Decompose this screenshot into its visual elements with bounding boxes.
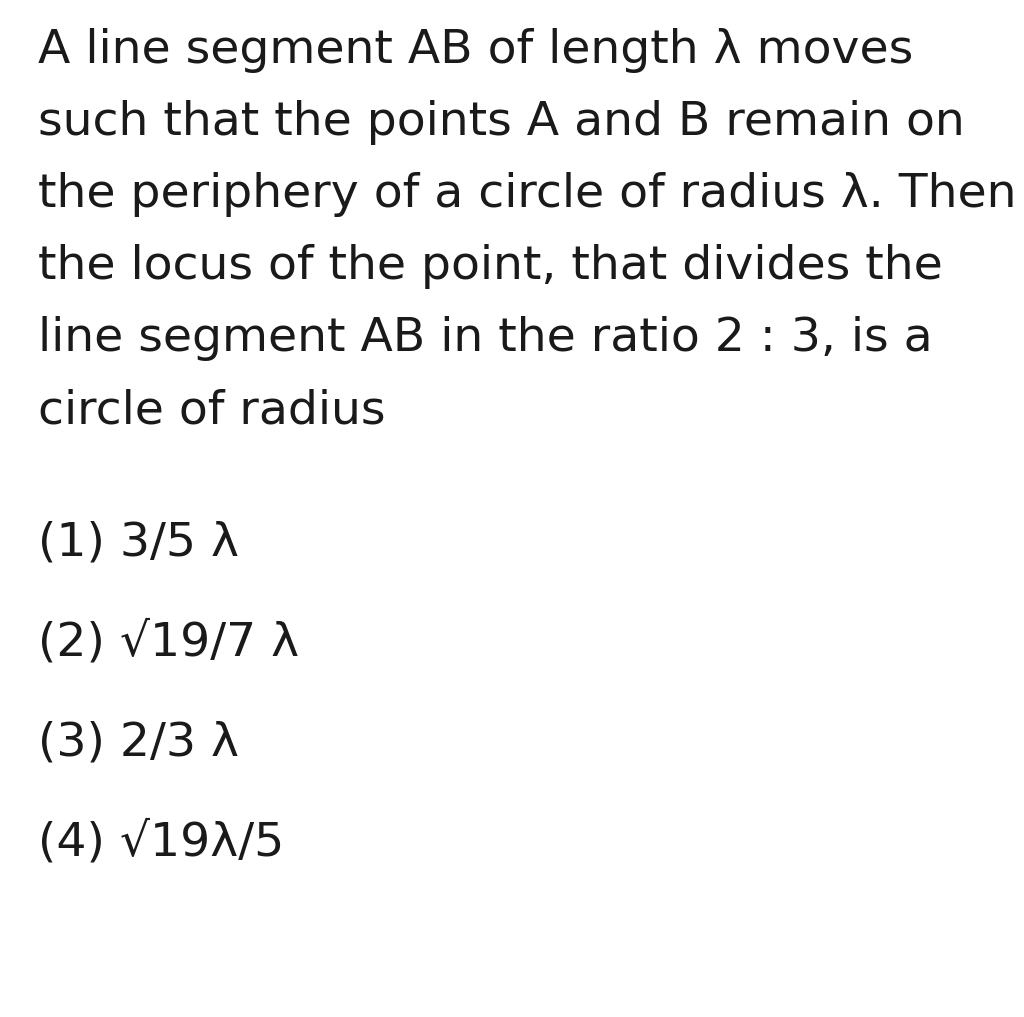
- Text: (1) 3/5 λ: (1) 3/5 λ: [38, 520, 239, 565]
- Text: such that the points A and B remain on: such that the points A and B remain on: [38, 100, 965, 145]
- Text: (3) 2/3 λ: (3) 2/3 λ: [38, 720, 239, 765]
- Text: A line segment AB of length λ moves: A line segment AB of length λ moves: [38, 28, 913, 73]
- Text: (2) √19/7 λ: (2) √19/7 λ: [38, 620, 299, 665]
- Text: circle of radius: circle of radius: [38, 388, 385, 433]
- Text: the periphery of a circle of radius λ. Then: the periphery of a circle of radius λ. T…: [38, 172, 1017, 217]
- Text: the locus of the point, that divides the: the locus of the point, that divides the: [38, 244, 943, 289]
- Text: (4) √19λ/5: (4) √19λ/5: [38, 820, 285, 865]
- Text: line segment AB in the ratio 2 : 3, is a: line segment AB in the ratio 2 : 3, is a: [38, 316, 933, 361]
